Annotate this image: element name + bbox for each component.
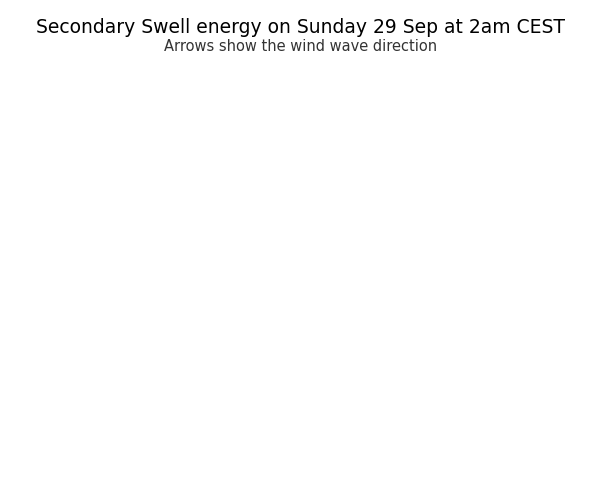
- Text: Map error: No module named 'geopandas'
No module named 'cartopy': Map error: No module named 'geopandas' N…: [183, 273, 418, 294]
- Text: Secondary Swell energy on Sunday 29 Sep at 2am CEST: Secondary Swell energy on Sunday 29 Sep …: [36, 18, 565, 37]
- Text: Arrows show the wind wave direction: Arrows show the wind wave direction: [164, 39, 437, 54]
